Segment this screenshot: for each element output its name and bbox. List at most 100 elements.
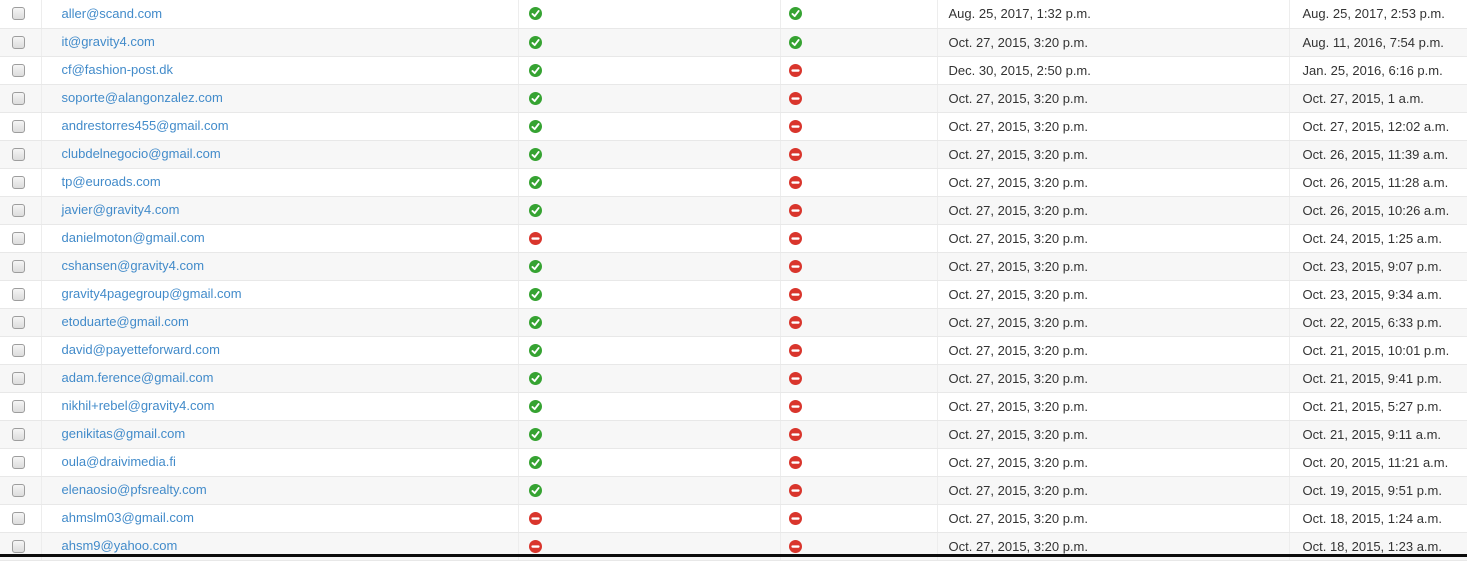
check-circle-icon xyxy=(528,427,542,441)
status-1-cell xyxy=(517,224,780,253)
row-select-checkbox[interactable] xyxy=(12,287,25,301)
table-row: danielmoton@gmail.com Oct. 27, 2015, 3:2… xyxy=(0,224,1467,253)
row-select-checkbox[interactable] xyxy=(12,483,25,497)
row-select-checkbox[interactable] xyxy=(12,231,25,245)
table-row: nikhil+rebel@gravity4.com Oct. 27, 2015,… xyxy=(0,392,1467,421)
table-row: genikitas@gmail.com Oct. 27, 2015, 3:20 … xyxy=(0,420,1467,449)
status-1-cell xyxy=(517,168,780,197)
status-2-cell xyxy=(779,308,937,337)
minus-circle-icon xyxy=(788,175,802,189)
email-link[interactable]: soporte@alangonzalez.com xyxy=(61,90,223,105)
email-link[interactable]: ahsm9@yahoo.com xyxy=(61,538,178,553)
email-link[interactable]: javier@gravity4.com xyxy=(61,202,180,217)
row-select-checkbox[interactable] xyxy=(12,371,25,385)
check-circle-icon xyxy=(528,91,542,105)
check-circle-icon xyxy=(788,7,802,21)
email-link[interactable]: aller@scand.com xyxy=(61,5,163,21)
email-link[interactable]: cshansen@gravity4.com xyxy=(61,258,205,273)
status-1-cell xyxy=(517,392,780,421)
email-cell: ahmslm03@gmail.com xyxy=(40,504,518,533)
email-link[interactable]: it@gravity4.com xyxy=(61,34,155,49)
datetime-1-cell: Oct. 27, 2015, 3:20 p.m. xyxy=(936,28,1289,57)
datetime-2-cell: Oct. 21, 2015, 10:01 p.m. xyxy=(1288,336,1467,365)
row-select-checkbox[interactable] xyxy=(12,399,25,413)
status-1-cell xyxy=(517,0,780,29)
table-row: soporte@alangonzalez.com Oct. 27, 2015, … xyxy=(0,84,1467,113)
table-row: elenaosio@pfsrealty.com Oct. 27, 2015, 3… xyxy=(0,476,1467,505)
row-select-checkbox[interactable] xyxy=(12,427,25,441)
email-cell: javier@gravity4.com xyxy=(40,196,518,225)
status-1-cell xyxy=(517,336,780,365)
row-select-cell xyxy=(0,308,41,337)
email-link[interactable]: elenaosio@pfsrealty.com xyxy=(61,482,207,497)
datetime-1-cell: Oct. 27, 2015, 3:20 p.m. xyxy=(936,476,1289,505)
datetime-1-cell: Oct. 27, 2015, 3:20 p.m. xyxy=(936,504,1289,533)
table-row: andrestorres455@gmail.com Oct. 27, 2015,… xyxy=(0,112,1467,141)
datetime-1-cell: Oct. 27, 2015, 3:20 p.m. xyxy=(936,280,1289,309)
check-circle-icon xyxy=(528,119,542,133)
status-1-cell xyxy=(517,280,780,309)
email-link[interactable]: ahmslm03@gmail.com xyxy=(61,510,194,525)
email-link[interactable]: oula@draivimedia.fi xyxy=(61,454,176,469)
status-2-cell xyxy=(779,140,937,169)
status-2-cell xyxy=(779,280,937,309)
row-select-checkbox[interactable] xyxy=(12,147,25,161)
email-link[interactable]: david@payetteforward.com xyxy=(61,342,220,357)
minus-circle-icon xyxy=(788,371,802,385)
status-2-cell xyxy=(779,476,937,505)
row-select-checkbox[interactable] xyxy=(12,63,25,77)
datetime-2-cell: Aug. 25, 2017, 2:53 p.m. xyxy=(1288,0,1467,29)
minus-circle-icon xyxy=(788,63,802,77)
email-link[interactable]: gravity4pagegroup@gmail.com xyxy=(61,286,242,301)
table-row: cshansen@gravity4.com Oct. 27, 2015, 3:2… xyxy=(0,252,1467,281)
minus-circle-icon xyxy=(788,203,802,217)
datetime-2-cell: Oct. 21, 2015, 9:11 a.m. xyxy=(1288,420,1467,449)
row-select-checkbox[interactable] xyxy=(12,203,25,217)
email-link[interactable]: cf@fashion-post.dk xyxy=(61,62,173,77)
row-select-checkbox[interactable] xyxy=(12,91,25,105)
row-select-checkbox[interactable] xyxy=(12,539,25,553)
email-cell: andrestorres455@gmail.com xyxy=(40,112,518,141)
row-select-checkbox[interactable] xyxy=(12,455,25,469)
email-link[interactable]: tp@euroads.com xyxy=(61,174,161,189)
row-select-cell xyxy=(0,84,41,113)
email-link[interactable]: clubdelnegocio@gmail.com xyxy=(61,146,221,161)
email-cell: soporte@alangonzalez.com xyxy=(40,84,518,113)
email-cell: etoduarte@gmail.com xyxy=(40,308,518,337)
row-select-checkbox[interactable] xyxy=(12,511,25,525)
row-select-checkbox[interactable] xyxy=(12,119,25,133)
row-select-cell xyxy=(0,28,41,57)
status-1-cell xyxy=(517,420,780,449)
row-select-cell xyxy=(0,420,41,449)
row-select-checkbox[interactable] xyxy=(12,343,25,357)
email-cell: cshansen@gravity4.com xyxy=(40,252,518,281)
email-link[interactable]: nikhil+rebel@gravity4.com xyxy=(61,398,215,413)
email-link[interactable]: adam.ference@gmail.com xyxy=(61,370,214,385)
minus-circle-icon xyxy=(788,483,802,497)
datetime-1-cell: Oct. 27, 2015, 3:20 p.m. xyxy=(936,168,1289,197)
minus-circle-icon xyxy=(528,511,542,525)
status-2-cell xyxy=(779,252,937,281)
table-row: javier@gravity4.com Oct. 27, 2015, 3:20 … xyxy=(0,196,1467,225)
check-circle-icon xyxy=(528,259,542,273)
table-row: adam.ference@gmail.com Oct. 27, 2015, 3:… xyxy=(0,364,1467,393)
email-link[interactable]: etoduarte@gmail.com xyxy=(61,314,189,329)
row-select-checkbox[interactable] xyxy=(12,35,25,49)
row-select-checkbox[interactable] xyxy=(12,175,25,189)
datetime-1-cell: Oct. 27, 2015, 3:20 p.m. xyxy=(936,336,1289,365)
row-select-checkbox[interactable] xyxy=(12,259,25,273)
check-circle-icon xyxy=(528,147,542,161)
minus-circle-icon xyxy=(788,399,802,413)
email-link[interactable]: andrestorres455@gmail.com xyxy=(61,118,229,133)
datetime-1-cell: Oct. 27, 2015, 3:20 p.m. xyxy=(936,364,1289,393)
minus-circle-icon xyxy=(788,287,802,301)
email-link[interactable]: danielmoton@gmail.com xyxy=(61,230,205,245)
status-2-cell xyxy=(779,224,937,253)
status-1-cell xyxy=(517,364,780,393)
row-select-checkbox[interactable] xyxy=(12,315,25,329)
row-select-cell xyxy=(0,252,41,281)
datetime-1-cell: Oct. 27, 2015, 3:20 p.m. xyxy=(936,112,1289,141)
email-link[interactable]: genikitas@gmail.com xyxy=(61,426,186,441)
check-circle-icon xyxy=(528,315,542,329)
row-select-checkbox[interactable] xyxy=(12,7,25,21)
